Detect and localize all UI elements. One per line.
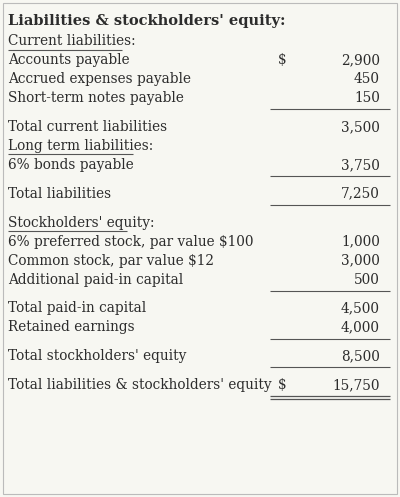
Text: Current liabilities:: Current liabilities: (8, 34, 136, 48)
Text: 450: 450 (354, 72, 380, 86)
Text: 2,900: 2,900 (341, 53, 380, 67)
Text: 15,750: 15,750 (332, 378, 380, 392)
Text: Stockholders' equity:: Stockholders' equity: (8, 216, 154, 230)
Text: Common stock, par value $12: Common stock, par value $12 (8, 253, 214, 267)
Text: Liabilities & stockholders' equity:: Liabilities & stockholders' equity: (8, 14, 286, 28)
Text: Total stockholders' equity: Total stockholders' equity (8, 349, 186, 363)
Text: 7,250: 7,250 (341, 187, 380, 201)
Text: Total current liabilities: Total current liabilities (8, 120, 167, 134)
Text: 3,000: 3,000 (341, 253, 380, 267)
Text: Long term liabilities:: Long term liabilities: (8, 139, 153, 153)
Text: 3,500: 3,500 (341, 120, 380, 134)
Text: 500: 500 (354, 272, 380, 287)
Text: Total liabilities & stockholders' equity: Total liabilities & stockholders' equity (8, 378, 272, 392)
Text: Short-term notes payable: Short-term notes payable (8, 91, 184, 105)
Text: 4,000: 4,000 (341, 321, 380, 334)
Text: Retained earnings: Retained earnings (8, 321, 135, 334)
Text: 8,500: 8,500 (341, 349, 380, 363)
Text: 150: 150 (354, 91, 380, 105)
Text: 1,000: 1,000 (341, 235, 380, 248)
Text: 6% preferred stock, par value $100: 6% preferred stock, par value $100 (8, 235, 254, 248)
Text: $: $ (278, 378, 287, 392)
Text: $: $ (278, 53, 287, 67)
Text: Accounts payable: Accounts payable (8, 53, 130, 67)
Text: Accrued expenses payable: Accrued expenses payable (8, 72, 191, 86)
Text: 4,500: 4,500 (341, 302, 380, 316)
Text: 3,750: 3,750 (341, 158, 380, 172)
Text: Additional paid-in capital: Additional paid-in capital (8, 272, 183, 287)
Text: Total paid-in capital: Total paid-in capital (8, 302, 146, 316)
Text: Total liabilities: Total liabilities (8, 187, 111, 201)
Text: 6% bonds payable: 6% bonds payable (8, 158, 134, 172)
